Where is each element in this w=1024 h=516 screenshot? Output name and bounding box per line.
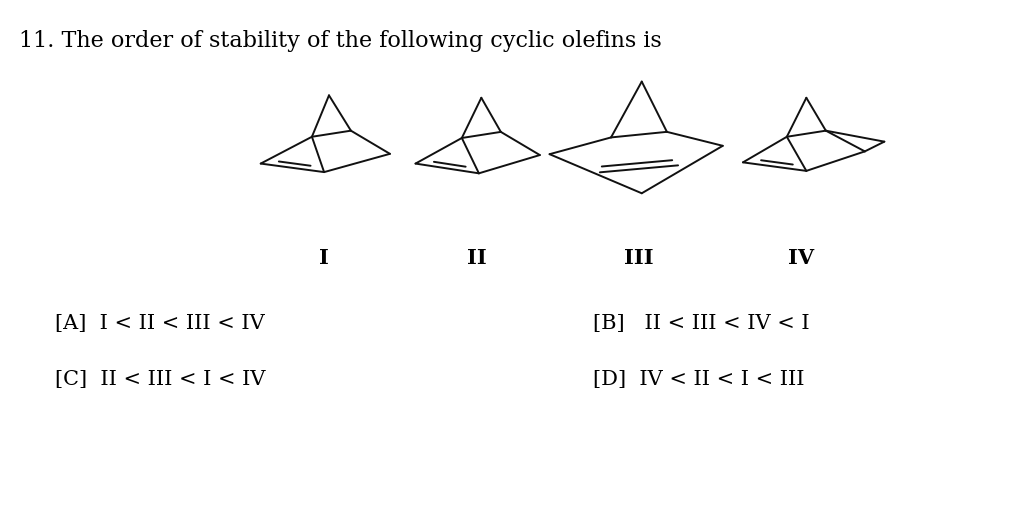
Text: [D]  IV < II < I < III: [D] IV < II < I < III (593, 370, 805, 390)
Text: II: II (467, 248, 486, 268)
Text: IV: IV (788, 248, 814, 268)
Text: [B]   II < III < IV < I: [B] II < III < IV < I (593, 314, 810, 333)
Text: 11. The order of stability of the following cyclic olefins is: 11. The order of stability of the follow… (19, 29, 663, 52)
Text: III: III (625, 248, 653, 268)
Text: [C]  II < III < I < IV: [C] II < III < I < IV (55, 370, 265, 390)
Text: I: I (319, 248, 329, 268)
Text: [A]  I < II < III < IV: [A] I < II < III < IV (55, 314, 264, 333)
